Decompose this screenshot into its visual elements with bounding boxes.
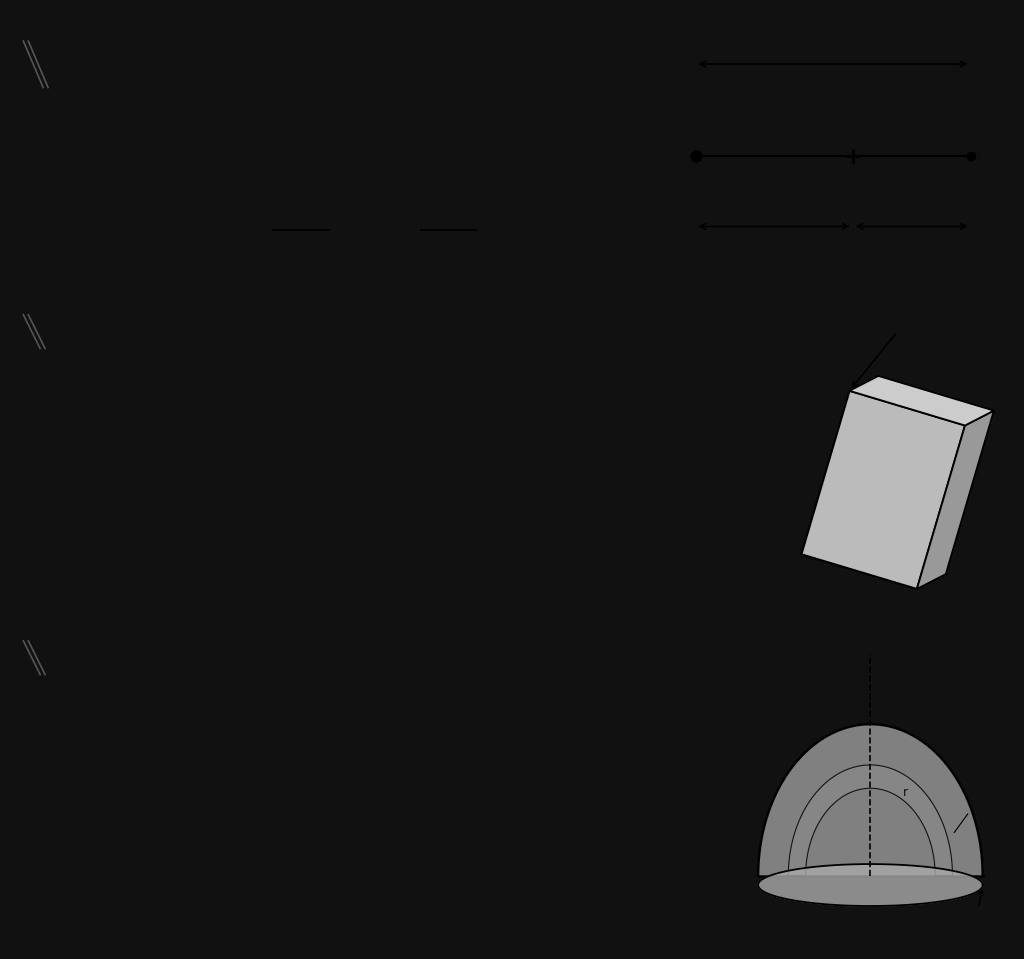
Polygon shape [758,724,983,876]
Text: m₁r: m₁r [435,203,460,218]
Text: $= \dfrac{MR^2}{2}$: $= \dfrac{MR^2}{2}$ [610,924,664,959]
Text: its centre and perpendicular to its plane.: its centre and perpendicular to its plan… [87,712,367,725]
Text: r: r [903,786,908,800]
Text: Solution: Solution [24,745,92,760]
Text: r₂: r₂ [906,245,916,257]
Text: Solution.: Solution. [24,425,97,440]
Polygon shape [802,391,965,589]
Text: Solution.: Solution. [24,164,97,179]
Text: CM: CM [844,188,861,198]
Text: m₂r: m₂r [288,203,312,218]
Text: R: R [978,906,987,920]
Text: The uniform solid block shown in figure has mass M and edge dimensions a, b, and: The uniform solid block shown in figure … [53,348,800,363]
Polygon shape [788,765,952,876]
Text: Calculate the moment of Inertia of a semicircular disc of mass M and radius R ab: Calculate the moment of Inertia of a sem… [87,674,834,689]
Text: dr: dr [954,796,983,832]
Text: m₁: m₁ [662,146,679,159]
Text: ,   r₂ =: , r₂ = [344,223,387,236]
Text: an axis through the centre and perpendicular to the large face is given by: an axis through the centre and perpendic… [53,490,560,503]
Polygon shape [850,376,994,426]
Text: A parallel axis through a corner is at distance h = $\sqrt{(a/2)^2+(b/2)^2}$: A parallel axis through a corner is at d… [53,582,506,604]
Text: Illustration 10.: Illustration 10. [40,33,174,48]
Text: Illustration 16.: Illustration 16. [40,641,167,656]
Text: axis passing through its centre of mass and perpendicular to the line joining th: axis passing through its centre of mass … [58,115,669,129]
Text: r: r [830,37,836,50]
Polygon shape [758,864,983,906]
Polygon shape [916,410,994,589]
Text: Let us assume a ring of radius ‘r’ & thickness ‘dr’: Let us assume a ring of radius ‘r’ & thi… [68,776,404,790]
Text: a: a [845,573,854,587]
Text: Two masses m₁ and m₂ are placed at a separation r. Find out the moment of inerti: Two masses m₁ and m₂ are placed at a sep… [58,74,792,88]
Text: b: b [802,455,811,468]
Text: axis: axis [794,480,817,494]
Text: $I_{cm} = \dfrac{M}{12}(a^2 + b^2)$: $I_{cm} = \dfrac{M}{12}(a^2 + b^2)$ [78,524,217,559]
Text: $dm = \dfrac{M}{\dfrac{\pi R^2}{2}}(\pi r\,dr) = \dfrac{2Mrdr}{R^2}$: $dm = \dfrac{M}{\dfrac{\pi R^2}{2}}(\pi … [48,812,236,865]
Text: and r₁ + r₂ = r  →  r =: and r₁ + r₂ = r → r = [53,223,198,236]
Text: m₂: m₂ [987,146,1005,159]
Text: $I = \int r^2 dm = \int_0^R r^2\,\dfrac{2Mr}{R^2}\,dr = \dfrac{2M}{R^2}\int_0^R : $I = \int r^2 dm = \int_0^R r^2\,\dfrac{… [48,877,381,912]
Text: Illustra…: Illustra… [40,315,114,330]
Text: r₁: r₁ [769,245,779,257]
Text: Use the parallel - axes theorem. The rotational inertia of a rectangular slab ab: Use the parallel - axes theorem. The rot… [53,456,611,470]
Text: inertia about an axis passing through one corner and perpendicular to the large : inertia about an axis passing through on… [53,388,646,403]
Text: c: c [980,484,988,498]
Text: Rotational: Rotational [769,456,828,469]
